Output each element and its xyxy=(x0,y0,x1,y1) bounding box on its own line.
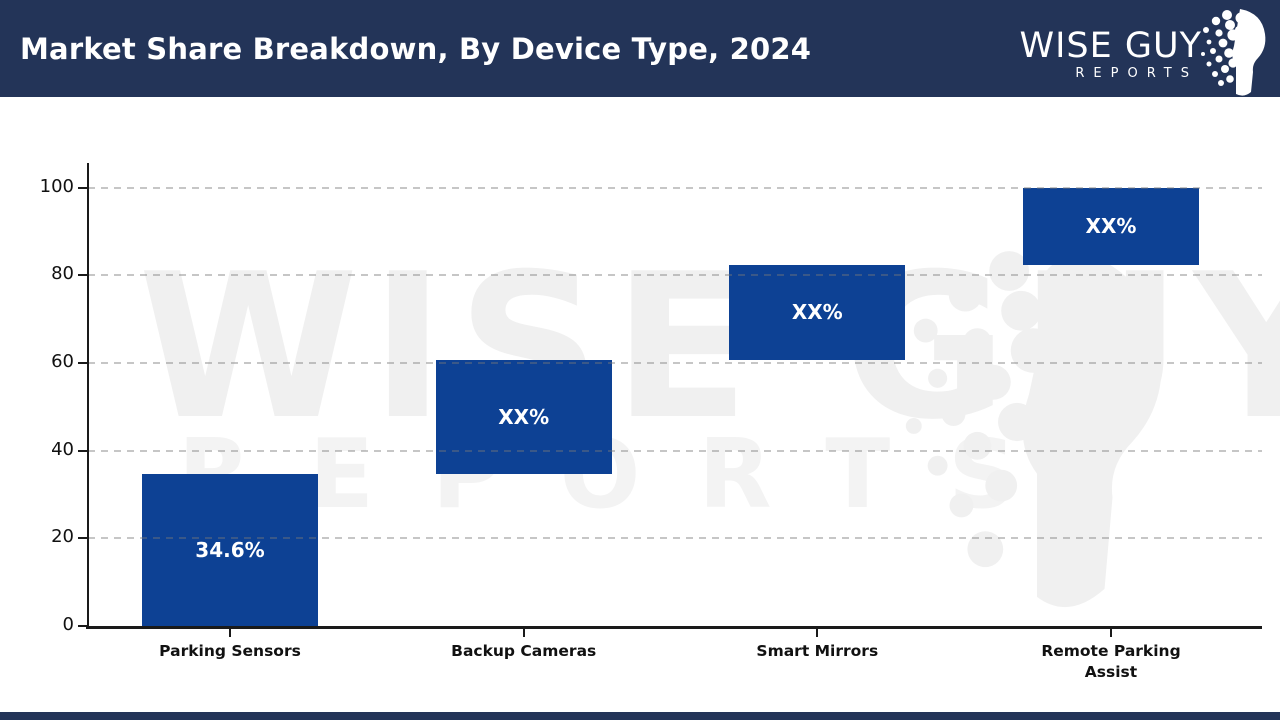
x-label-smart-mirrors: Smart Mirrors xyxy=(756,642,879,660)
bar-remote-parking-assist xyxy=(1023,187,1199,265)
page-title: Market Share Breakdown, By Device Type, … xyxy=(20,31,812,66)
bar-backup-cameras xyxy=(435,360,612,475)
footer-bar xyxy=(0,712,1280,720)
y-tick-label-40: 40 xyxy=(51,438,74,460)
y-tick-20 xyxy=(78,537,87,540)
y-tick-label-100: 100 xyxy=(39,175,74,197)
logo-head-icon xyxy=(1201,9,1266,96)
x-axis-line xyxy=(86,626,1262,629)
brand-logo: WISE GUY REPORTS xyxy=(1018,4,1268,96)
gridline-100 xyxy=(88,186,1262,189)
x-tick-remote-parking-assist xyxy=(1110,629,1112,637)
bar-label-parking-sensors: 34.6% xyxy=(195,538,265,563)
y-tick-60 xyxy=(78,361,87,364)
logo-wordmark: WISE GUY xyxy=(1019,26,1202,66)
y-tick-label-60: 60 xyxy=(51,350,74,372)
y-tick-40 xyxy=(78,449,87,452)
gridline-60 xyxy=(88,361,1262,364)
x-label-remote-parking-assist: Remote Parking Assist xyxy=(1041,642,1181,681)
bar-label-backup-cameras: XX% xyxy=(498,405,550,430)
y-tick-80 xyxy=(78,274,87,277)
x-label-parking-sensors: Parking Sensors xyxy=(159,642,301,660)
bar-label-remote-parking-assist: XX% xyxy=(1085,214,1137,239)
x-tick-parking-sensors xyxy=(229,629,231,637)
y-axis-line xyxy=(87,163,89,629)
x-tick-backup-cameras xyxy=(522,629,525,637)
y-tick-0 xyxy=(78,625,87,627)
y-tick-100 xyxy=(78,186,87,189)
gridline-20 xyxy=(88,537,1262,540)
logo-subtext: REPORTS xyxy=(1075,66,1198,81)
bar-parking-sensors xyxy=(142,474,318,626)
bar-label-smart-mirrors: XX% xyxy=(791,300,843,325)
x-label-backup-cameras: Backup Cameras xyxy=(451,642,597,660)
bar-smart-mirrors xyxy=(729,264,906,361)
x-tick-smart-mirrors xyxy=(816,629,819,637)
y-tick-label-80: 80 xyxy=(51,263,74,285)
gridline-80 xyxy=(88,274,1262,277)
y-tick-label-0: 0 xyxy=(62,614,74,635)
gridline-40 xyxy=(88,449,1262,452)
header-bar: Market Share Breakdown, By Device Type, … xyxy=(0,0,1280,97)
watermark-head-icon xyxy=(905,247,1162,608)
y-tick-label-20: 20 xyxy=(51,526,74,548)
